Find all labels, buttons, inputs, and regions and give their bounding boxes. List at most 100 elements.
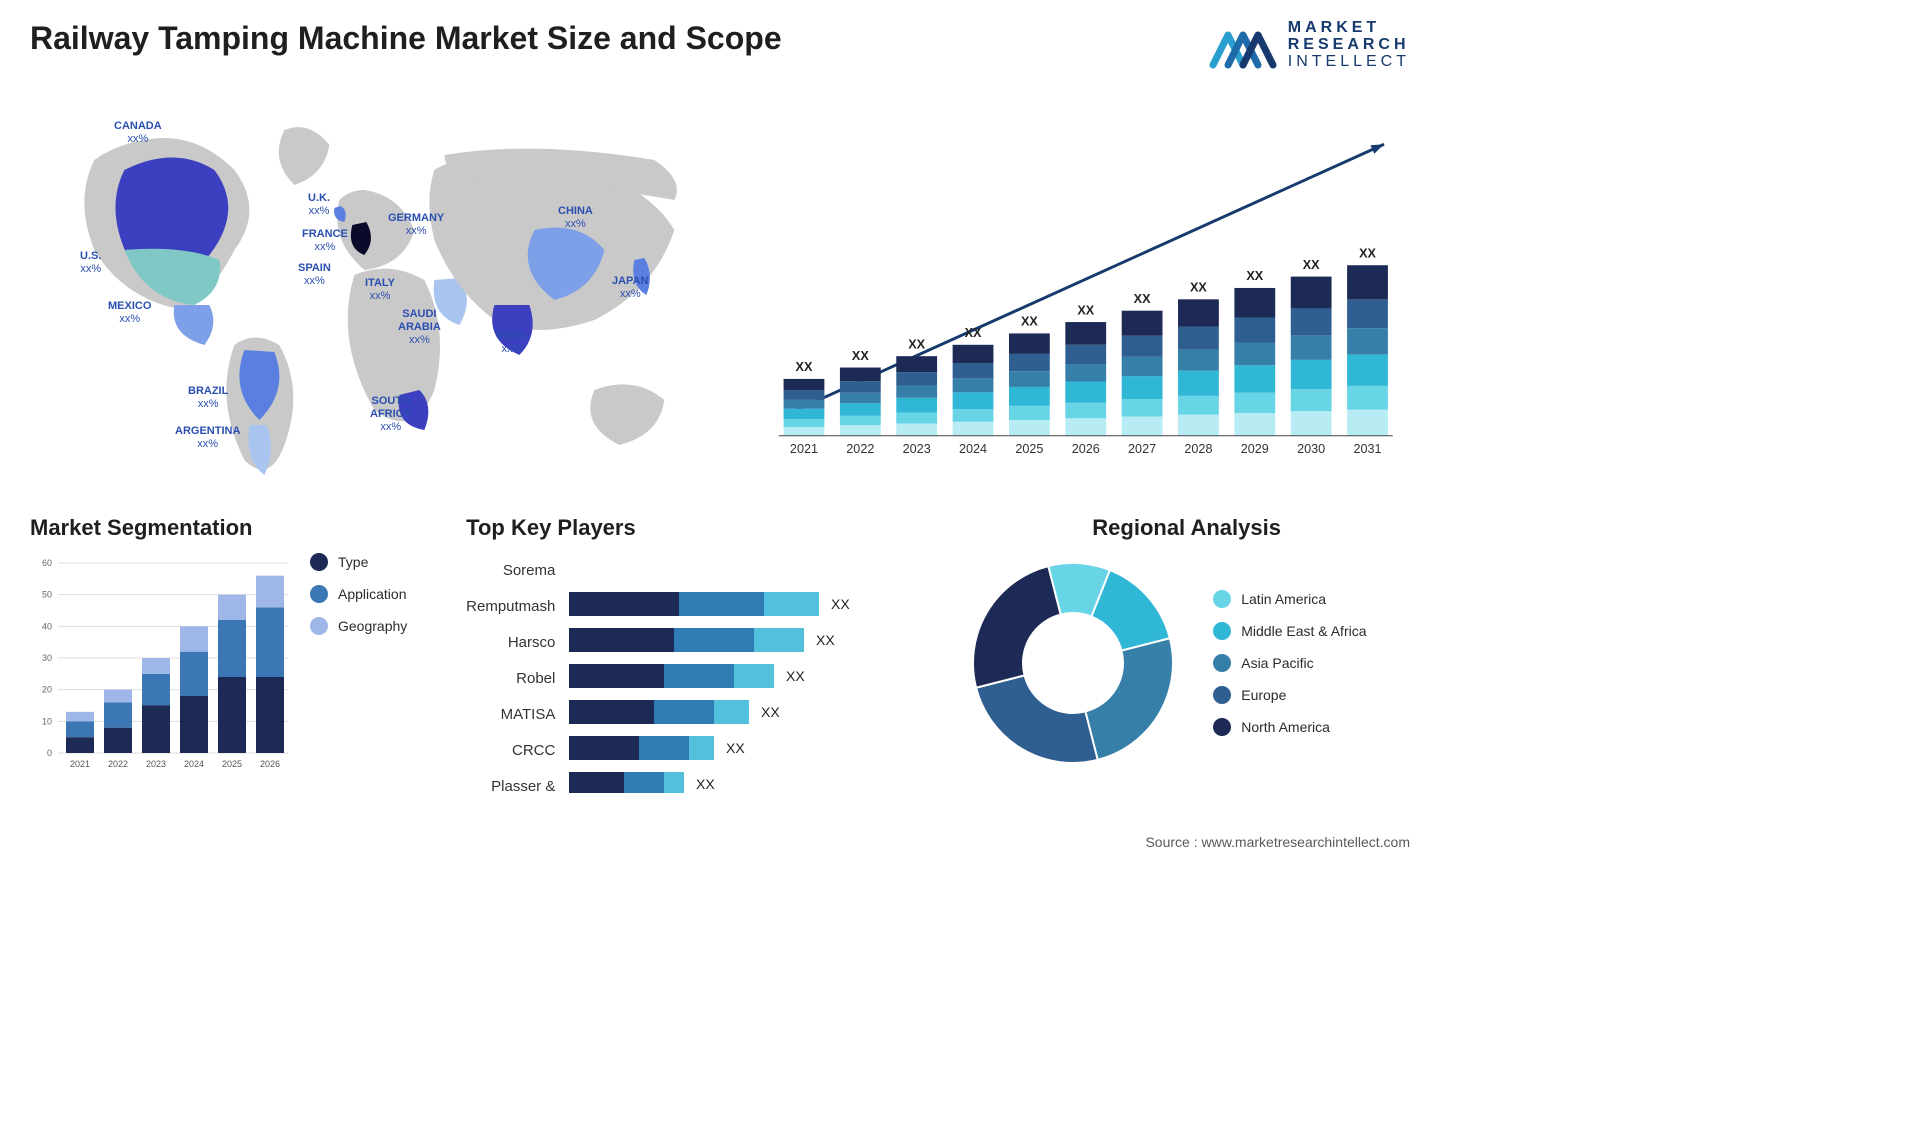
map-label-southafrica: SOUTHAFRICAxx% [370,395,412,433]
legend-swatch [1213,654,1231,672]
svg-text:XX: XX [1077,304,1094,318]
svg-text:2024: 2024 [959,443,987,457]
growth-chart-panel: XX2021XX2022XX2023XX2024XX2025XX2026XX20… [769,90,1410,490]
svg-text:XX: XX [1359,247,1376,261]
map-label-uk: U.K.xx% [308,192,330,217]
regional-body: Latin America Middle East & Africa Asia Pa… [963,553,1410,773]
logo-text: MARKET RESEARCH INTELLECT [1288,20,1410,70]
segmentation-bar-chart: 0102030405060202120222023202420252026 [30,553,290,773]
brand-logo: MARKET RESEARCH INTELLECT [1208,20,1410,70]
svg-text:50: 50 [42,590,52,600]
map-label-mexico: MEXICOxx% [108,300,151,325]
growth-bar-chart: XX2021XX2022XX2023XX2024XX2025XX2026XX20… [769,90,1410,490]
svg-text:XX: XX [786,668,805,684]
logo-line3: INTELLECT [1288,54,1410,71]
svg-text:20: 20 [42,685,52,695]
svg-text:XX: XX [1190,281,1207,295]
svg-text:60: 60 [42,558,52,568]
map-label-india: INDIAxx% [497,330,527,355]
svg-text:2026: 2026 [260,759,280,769]
player-label: Sorema [466,556,555,586]
legend-swatch [1213,622,1231,640]
map-label-canada: CANADAxx% [114,120,162,145]
map-label-argentina: ARGENTINAxx% [175,425,240,450]
segmentation-panel: Market Segmentation 01020304050602021202… [30,515,436,805]
regional-legend: Latin America Middle East & Africa Asia Pa… [1213,590,1366,736]
regional-legend-item: Latin America [1213,590,1366,608]
regional-legend-item: Asia Pacific [1213,654,1366,672]
logo-line2: RESEARCH [1288,37,1410,54]
logo-line1: MARKET [1288,20,1410,37]
legend-swatch [1213,590,1231,608]
player-label: CRCC [466,736,555,766]
players-panel: Top Key Players SoremaRemputmashHarscoRo… [466,515,933,805]
player-label: MATISA [466,700,555,730]
svg-text:XX: XX [1021,315,1038,329]
svg-text:30: 30 [42,653,52,663]
svg-text:XX: XX [1246,270,1263,284]
player-label: Robel [466,664,555,694]
map-label-germany: GERMANYxx% [388,212,444,237]
segmentation-legend: Type Application Geography [310,553,407,773]
legend-label: Middle East & Africa [1241,623,1366,639]
svg-text:XX: XX [831,596,850,612]
players-body: Sorema Remputmash Harsco Robel MATISA CRCC Pla… [466,553,933,805]
svg-text:2021: 2021 [790,443,818,457]
svg-text:40: 40 [42,622,52,632]
segmentation-body: 0102030405060202120222023202420252026 Ty… [30,553,436,773]
map-label-brazil: BRAZILxx% [188,385,228,410]
page-title: Railway Tamping Machine Market Size and … [30,20,782,57]
svg-text:XX: XX [795,361,812,375]
svg-text:2025: 2025 [222,759,242,769]
svg-text:2029: 2029 [1240,443,1268,457]
svg-text:2024: 2024 [184,759,204,769]
svg-text:2023: 2023 [902,443,930,457]
svg-text:XX: XX [816,632,835,648]
legend-swatch [1213,718,1231,736]
regional-panel: Regional Analysis Latin America Middle Ea… [963,515,1410,805]
legend-swatch [310,617,328,635]
legend-label: North America [1241,719,1330,735]
svg-text:2023: 2023 [146,759,166,769]
players-label-column: Sorema Remputmash Harsco Robel MATISA CRCC Pla… [466,553,555,805]
map-label-china: CHINAxx% [558,205,593,230]
map-label-france: FRANCExx% [302,228,348,253]
legend-swatch [310,553,328,571]
segmentation-legend-item: Geography [310,617,407,635]
svg-text:XX: XX [726,740,745,756]
world-map-panel: CANADAxx%U.S.xx%MEXICOxx%BRAZILxx%ARGENT… [30,90,739,490]
segmentation-legend-item: Type [310,553,407,571]
map-label-japan: JAPANxx% [612,275,648,300]
segmentation-title: Market Segmentation [30,515,436,541]
svg-text:2027: 2027 [1128,443,1156,457]
regional-legend-item: Europe [1213,686,1366,704]
legend-label: Application [338,586,407,602]
regional-legend-item: Middle East & Africa [1213,622,1366,640]
legend-label: Type [338,554,368,570]
svg-text:2031: 2031 [1353,443,1381,457]
legend-swatch [1213,686,1231,704]
segmentation-legend-item: Application [310,585,407,603]
legend-label: Latin America [1241,591,1326,607]
svg-text:10: 10 [42,717,52,727]
svg-text:2030: 2030 [1297,443,1325,457]
source-text: Source : www.marketresearchintellect.com [1145,834,1410,850]
legend-label: Geography [338,618,407,634]
player-label: Harsco [466,628,555,658]
player-label: Remputmash [466,592,555,622]
regional-title: Regional Analysis [963,515,1410,541]
logo-icon [1208,20,1278,70]
svg-text:XX: XX [761,704,780,720]
players-bar-chart: XX XX XX XX XX XX [569,553,879,793]
svg-text:2022: 2022 [108,759,128,769]
player-label: Plasser & [466,772,555,802]
map-label-spain: SPAINxx% [298,262,331,287]
svg-text:XX: XX [964,326,981,340]
map-label-saudiarabia: SAUDIARABIAxx% [398,308,441,346]
upper-row: CANADAxx%U.S.xx%MEXICOxx%BRAZILxx%ARGENT… [30,90,1410,490]
svg-text:2026: 2026 [1071,443,1099,457]
regional-legend-item: North America [1213,718,1366,736]
svg-text:XX: XX [908,338,925,352]
svg-text:XX: XX [696,776,715,792]
svg-text:2021: 2021 [70,759,90,769]
